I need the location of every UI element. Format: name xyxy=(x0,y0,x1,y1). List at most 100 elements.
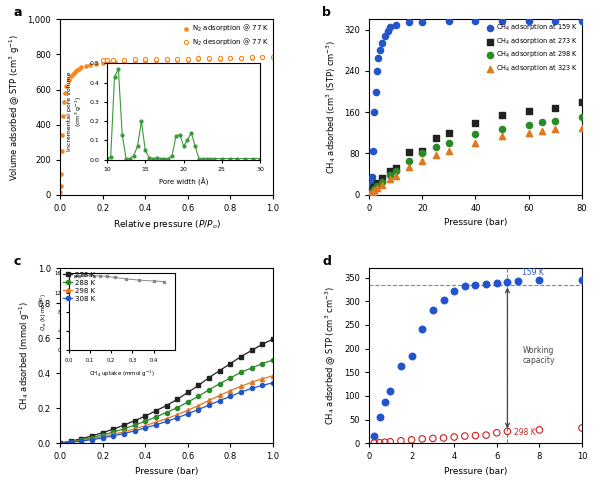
308 K xyxy=(99,435,106,441)
CH$_4$ adsorption at 159 K xyxy=(365,189,374,197)
Point xyxy=(439,434,448,442)
CH$_4$ adsorption at 298 K xyxy=(365,190,374,198)
298 K xyxy=(184,407,191,413)
288 K xyxy=(78,437,85,443)
Point xyxy=(380,398,390,406)
CH$_4$ adsorption at 298 K xyxy=(444,139,454,147)
N$_2$ desorption @ 77 K xyxy=(248,55,256,60)
N$_2$ adsorption @ 77 K xyxy=(92,61,100,67)
308 K xyxy=(67,439,74,445)
N$_2$ adsorption @ 77 K xyxy=(61,99,68,105)
X-axis label: Relative pressure ($P/P_o$): Relative pressure ($P/P_o$) xyxy=(113,218,220,231)
308 K xyxy=(173,415,181,421)
Text: Working
capacity: Working capacity xyxy=(523,346,555,365)
N$_2$ adsorption @ 77 K xyxy=(71,69,79,75)
N$_2$ desorption @ 77 K xyxy=(103,57,110,63)
Line: N$_2$ adsorption @ 77 K: N$_2$ adsorption @ 77 K xyxy=(58,55,275,194)
CH$_4$ adsorption at 273 K xyxy=(372,179,382,187)
CH$_4$ adsorption at 323 K xyxy=(365,190,375,198)
N$_2$ adsorption @ 77 K xyxy=(112,59,119,65)
Point xyxy=(375,439,385,447)
CH$_4$ adsorption at 159 K xyxy=(383,27,392,35)
CH$_4$ adsorption at 159 K xyxy=(444,17,454,25)
288 K xyxy=(99,432,106,438)
Point xyxy=(418,435,427,443)
CH$_4$ adsorption at 159 K xyxy=(366,180,376,188)
N$_2$ desorption @ 77 K xyxy=(269,54,277,60)
CH$_4$ adsorption at 323 K xyxy=(372,185,382,192)
298 K xyxy=(152,419,160,425)
CH$_4$ adsorption at 273 K xyxy=(385,168,395,175)
N$_2$ adsorption @ 77 K xyxy=(216,56,223,62)
Y-axis label: CH$_4$ adsorbed (cm$^3$ (STP) cm$^{-3}$): CH$_4$ adsorbed (cm$^3$ (STP) cm$^{-3}$) xyxy=(325,40,338,174)
N$_2$ adsorption @ 77 K xyxy=(163,57,170,63)
N$_2$ adsorption @ 77 K xyxy=(59,132,66,138)
278 K xyxy=(173,396,181,402)
Point xyxy=(396,362,406,370)
278 K xyxy=(78,436,85,442)
278 K xyxy=(238,354,245,359)
N$_2$ adsorption @ 77 K xyxy=(152,58,160,64)
CH$_4$ adsorption at 323 K xyxy=(444,147,454,155)
Point xyxy=(577,276,587,284)
CH$_4$ adsorption at 159 K xyxy=(524,17,533,24)
CH$_4$ adsorption at 273 K xyxy=(368,186,378,193)
CH$_4$ adsorption at 273 K xyxy=(365,189,375,197)
288 K xyxy=(238,369,245,375)
Line: 288 K: 288 K xyxy=(58,358,275,445)
278 K xyxy=(131,418,138,424)
288 K xyxy=(88,434,95,440)
N$_2$ adsorption @ 77 K xyxy=(58,170,65,176)
CH$_4$ adsorption at 323 K xyxy=(366,189,376,197)
CH$_4$ adsorption at 159 K xyxy=(372,67,382,75)
Point xyxy=(481,281,491,288)
Y-axis label: Volume adsorbed @ STP (cm$^3$ g$^{-1}$): Volume adsorbed @ STP (cm$^3$ g$^{-1}$) xyxy=(7,34,22,181)
CH$_4$ adsorption at 273 K xyxy=(366,188,376,196)
308 K xyxy=(78,438,85,444)
Line: 308 K: 308 K xyxy=(58,381,275,445)
278 K xyxy=(99,430,106,435)
308 K xyxy=(227,393,234,399)
298 K xyxy=(269,373,277,379)
CH$_4$ adsorption at 323 K xyxy=(365,190,374,198)
Point xyxy=(396,437,406,445)
Point xyxy=(503,428,512,435)
Point xyxy=(460,282,470,290)
CH$_4$ adsorption at 323 K xyxy=(577,124,587,131)
308 K xyxy=(121,431,128,436)
CH$_4$ adsorption at 298 K xyxy=(372,183,382,190)
N$_2$ adsorption @ 77 K xyxy=(121,59,128,65)
298 K xyxy=(259,376,266,382)
308 K xyxy=(163,418,170,424)
N$_2$ adsorption @ 77 K xyxy=(56,189,64,195)
308 K xyxy=(269,380,277,386)
Point xyxy=(513,278,523,285)
CH$_4$ adsorption at 273 K xyxy=(391,164,400,172)
288 K xyxy=(173,405,181,411)
N$_2$ desorption @ 77 K xyxy=(142,56,149,62)
Text: b: b xyxy=(322,6,331,19)
Point xyxy=(370,432,379,440)
CH$_4$ adsorption at 298 K xyxy=(368,187,378,195)
298 K xyxy=(216,393,223,398)
CH$_4$ adsorption at 159 K xyxy=(370,108,379,116)
CH$_4$ adsorption at 273 K xyxy=(365,190,374,198)
N$_2$ desorption @ 77 K xyxy=(259,55,266,60)
Point xyxy=(503,279,512,286)
298 K xyxy=(67,439,74,445)
X-axis label: Pressure (bar): Pressure (bar) xyxy=(444,218,507,227)
CH$_4$ adsorption at 298 K xyxy=(537,118,547,126)
X-axis label: Pressure (bar): Pressure (bar) xyxy=(135,467,198,476)
308 K xyxy=(142,425,149,431)
298 K xyxy=(99,434,106,440)
CH$_4$ adsorption at 323 K xyxy=(418,157,427,165)
Point xyxy=(428,306,437,314)
308 K xyxy=(184,411,191,417)
298 K xyxy=(163,416,170,422)
288 K xyxy=(142,418,149,424)
N$_2$ adsorption @ 77 K xyxy=(76,66,83,72)
CH$_4$ adsorption at 298 K xyxy=(366,189,376,197)
308 K xyxy=(110,433,117,439)
Line: 298 K: 298 K xyxy=(58,374,275,445)
N$_2$ desorption @ 77 K xyxy=(121,56,128,62)
